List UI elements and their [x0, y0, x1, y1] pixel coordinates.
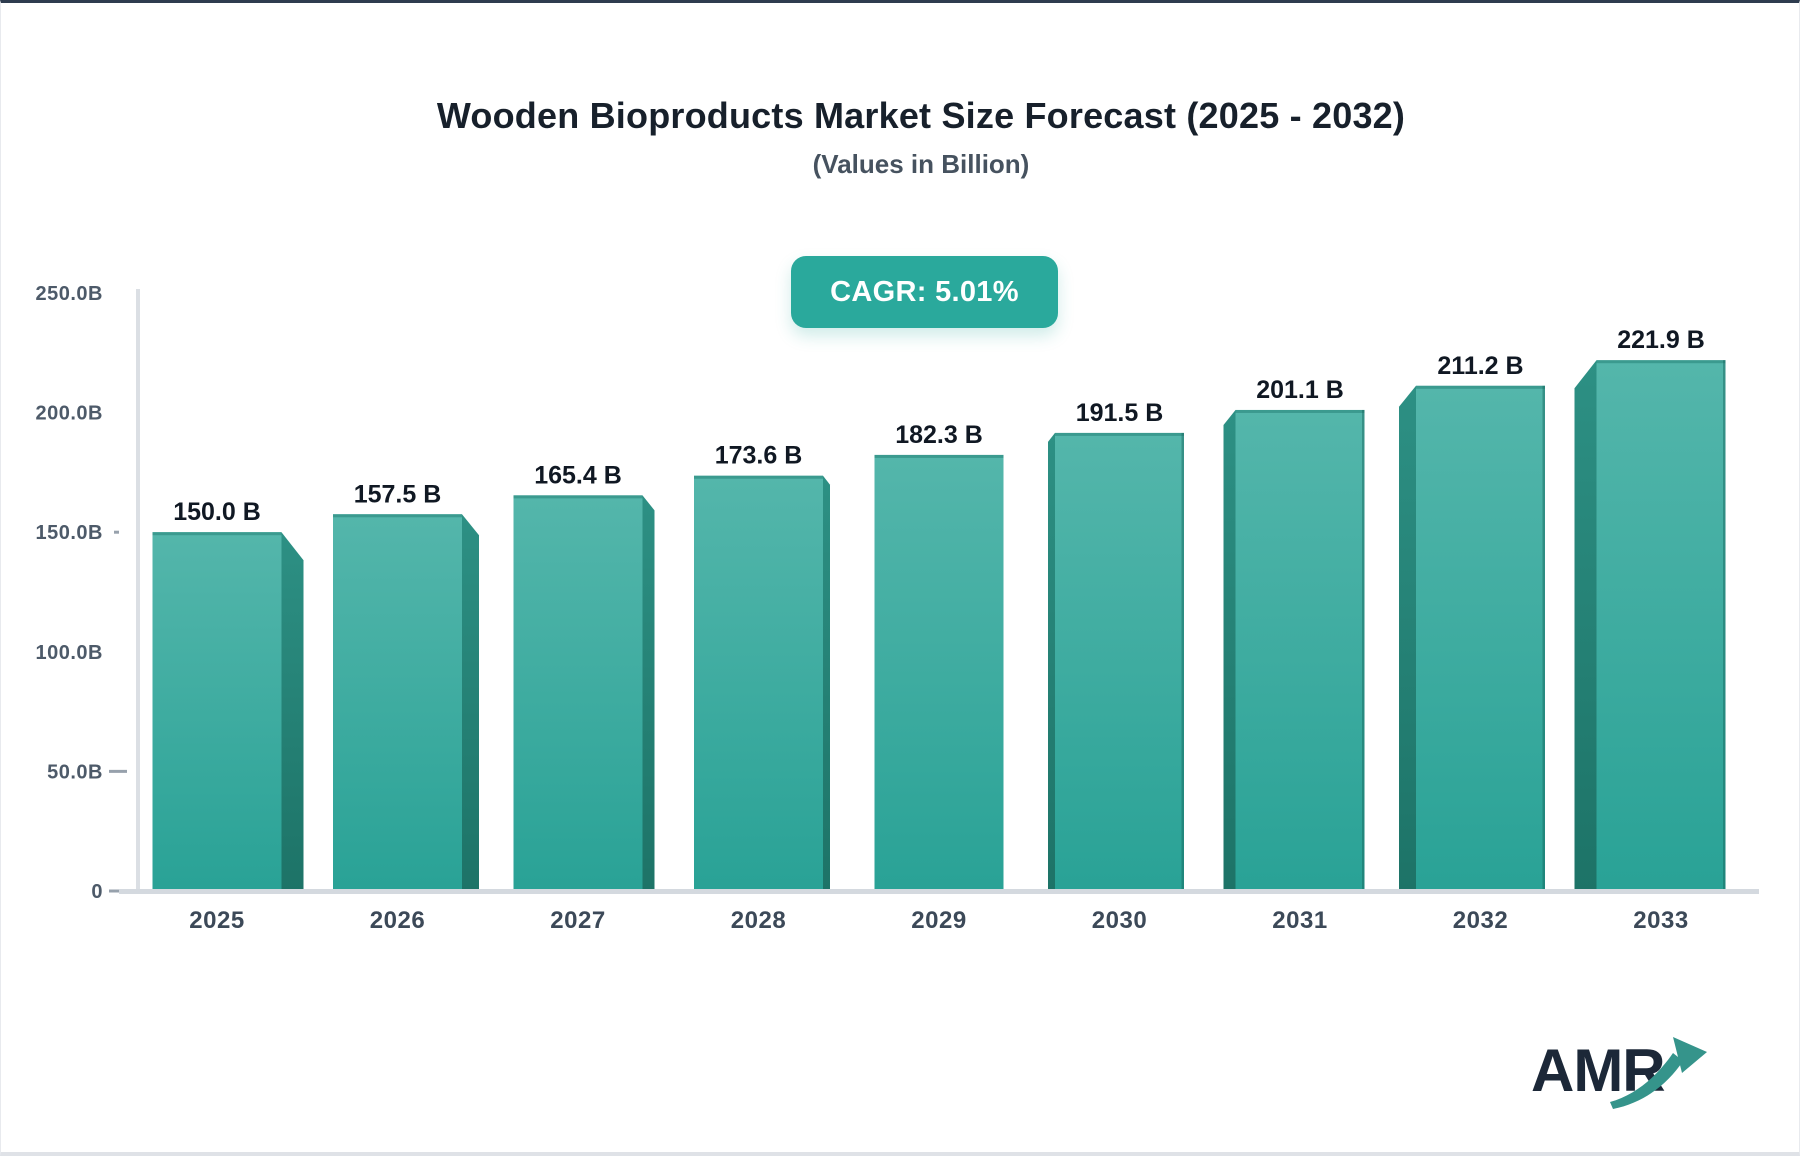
x-tick-label: 2030	[1092, 907, 1147, 934]
x-tick-label: 2029	[911, 907, 966, 934]
y-tick-label: 150.0B	[36, 522, 104, 544]
bar-chart: 250.0B 200.0B 150.0B 100.0B 50.0B 0 150.0 B 202…	[36, 283, 1759, 934]
chart-title: Wooden Bioproducts Market Size Forecast …	[436, 95, 1406, 136]
bar-3d-side	[1399, 385, 1416, 891]
bar	[1055, 432, 1184, 891]
bar-value-label: 150.0 B	[173, 498, 261, 526]
bar-value-label: 221.9 B	[1617, 326, 1705, 354]
y-tick-label: 0	[91, 881, 103, 903]
bar-3d-side	[281, 532, 304, 891]
x-tick-label: 2032	[1453, 907, 1508, 934]
bar-3d-side	[1574, 360, 1597, 891]
bar-outer-edge	[1723, 360, 1726, 891]
y-tick-label: 250.0B	[36, 283, 104, 305]
cagr-badge: CAGR: 5.01%	[791, 256, 1058, 328]
bar-top-edge	[1235, 409, 1365, 413]
bar-3d-side	[823, 475, 830, 891]
bar-value-label: 157.5 B	[354, 480, 442, 508]
bar-top-edge	[694, 475, 823, 479]
y-tick-label: 200.0B	[36, 403, 104, 425]
bar-top-edge	[513, 495, 643, 499]
bar	[1416, 385, 1545, 891]
bar-outer-edge	[1542, 385, 1545, 891]
x-tick-label: 2025	[189, 907, 244, 934]
x-tick-label: 2031	[1272, 907, 1327, 934]
bar	[694, 475, 823, 891]
x-tick-label: 2026	[370, 907, 425, 934]
bar-value-label: 165.4 B	[534, 461, 622, 489]
bar-top-edge	[874, 454, 1004, 458]
bar-top-edge	[1596, 360, 1726, 364]
bar-3d-side	[1223, 409, 1236, 891]
bar-value-label: 182.3 B	[895, 421, 983, 449]
bar-outer-edge	[1362, 409, 1365, 891]
bar-top-edge	[152, 532, 282, 536]
growth-arrow-icon	[1610, 1037, 1707, 1109]
amr-logo: AMR	[1525, 1033, 1735, 1129]
bar	[152, 532, 282, 891]
bar-3d-side	[642, 495, 655, 891]
x-axis-line	[119, 889, 1759, 894]
bar-top-edge	[1416, 385, 1545, 389]
bar	[333, 514, 462, 891]
y-tick-label: 100.0B	[36, 642, 104, 664]
bar-3d-side	[462, 514, 479, 891]
bar-value-label: 191.5 B	[1076, 399, 1164, 427]
bar	[513, 495, 643, 891]
x-tick-label: 2028	[731, 907, 786, 934]
chart-header: Wooden Bioproducts Market Size Forecast …	[41, 95, 1799, 180]
bar-value-label: 201.1 B	[1256, 376, 1344, 404]
bar-top-edge	[333, 514, 462, 518]
bar-3d-side	[1048, 432, 1055, 891]
bar	[1235, 409, 1365, 891]
y-tick-label: 50.0B	[47, 761, 103, 783]
bar	[1596, 360, 1726, 891]
bar-value-label: 211.2 B	[1437, 352, 1523, 380]
bar	[874, 454, 1004, 891]
chart-subtitle: (Values in Billion)	[812, 149, 1030, 179]
bar-outer-edge	[1181, 432, 1184, 891]
bar-value-label: 173.6 B	[715, 442, 803, 470]
y-axis-line	[136, 289, 140, 891]
x-tick-label: 2027	[550, 907, 605, 934]
x-tick-label: 2033	[1633, 907, 1688, 934]
bar-top-edge	[1055, 432, 1184, 436]
